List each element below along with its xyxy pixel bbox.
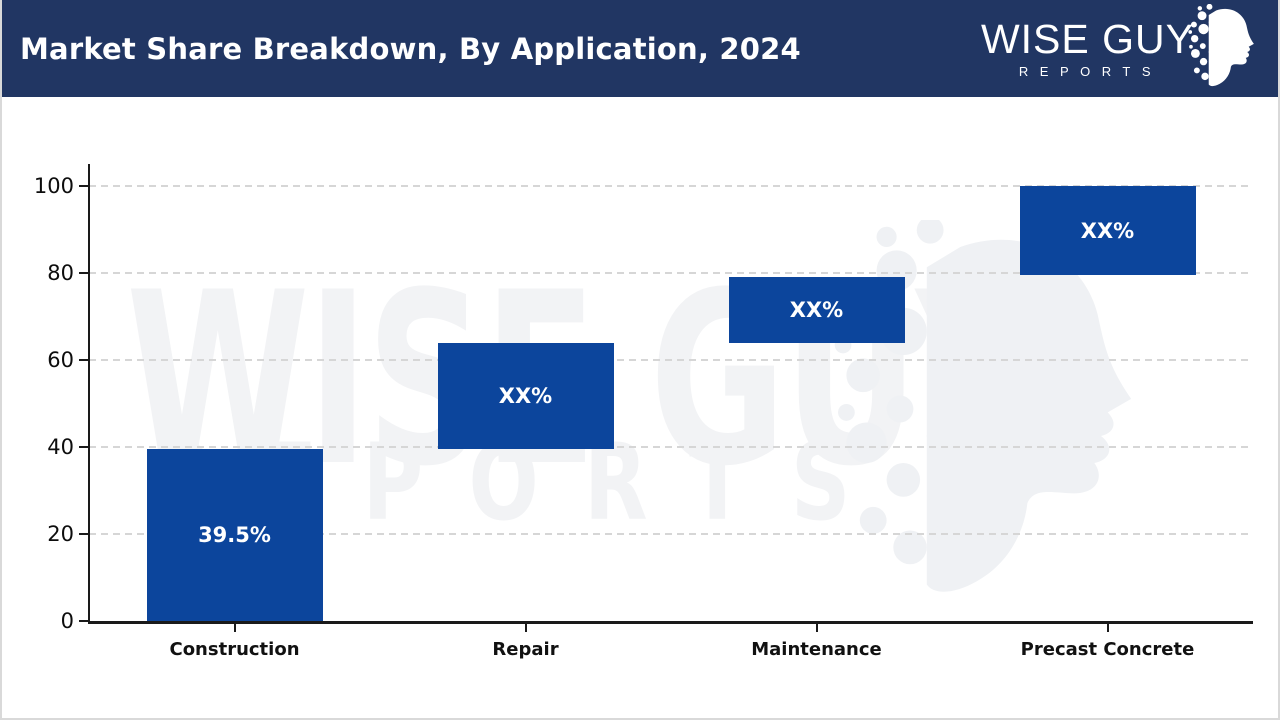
y-tick-label: 80 (47, 261, 74, 285)
x-tick-label: Maintenance (751, 639, 882, 660)
x-tick-label: Repair (492, 639, 559, 660)
gridline (89, 272, 1253, 274)
x-axis-line (88, 621, 1253, 624)
bar-value-label: XX% (789, 297, 844, 322)
gridline (89, 359, 1253, 361)
page-title: Market Share Breakdown, By Application, … (20, 31, 801, 66)
brand-sub-label: REPORTS (1018, 63, 1163, 79)
bar-value-label: 39.5% (198, 523, 271, 548)
y-tick-label: 100 (33, 174, 74, 198)
y-tick-label: 40 (47, 435, 74, 459)
y-tick-mark (79, 359, 88, 361)
gridline (89, 185, 1253, 187)
y-tick-mark (79, 185, 88, 187)
y-tick-label: 20 (47, 522, 74, 546)
x-tick-label: Precast Concrete (1020, 639, 1195, 660)
y-tick-mark (79, 533, 88, 535)
y-tick-mark (79, 620, 88, 622)
bar: XX% (1019, 186, 1196, 276)
y-tick-mark (79, 446, 88, 448)
gridline (89, 533, 1253, 535)
gridline (89, 446, 1253, 448)
y-axis-line (88, 164, 90, 624)
x-tick-mark (233, 624, 236, 632)
brand-wordmark: WISE GUY (980, 15, 1194, 62)
brand-head-icon (1188, 3, 1254, 86)
y-tick-mark (79, 272, 88, 274)
x-tick-mark (524, 624, 527, 632)
x-tick-mark (815, 624, 818, 632)
brand-logo-text: WISE GUY REPORTS (980, 15, 1194, 79)
x-tick-mark (1106, 624, 1109, 632)
bar: XX% (437, 342, 614, 450)
y-tick-label: 0 (60, 609, 74, 633)
bar-value-label: XX% (1080, 218, 1135, 243)
bar: XX% (728, 277, 905, 343)
x-tick-label: Construction (169, 639, 300, 660)
y-tick-label: 60 (47, 348, 74, 372)
bar-value-label: XX% (498, 383, 553, 408)
brand-logo: WISE GUY REPORTS (980, 3, 1262, 94)
bar: 39.5% (146, 449, 323, 621)
header-bar: Market Share Breakdown, By Application, … (0, 0, 1280, 97)
